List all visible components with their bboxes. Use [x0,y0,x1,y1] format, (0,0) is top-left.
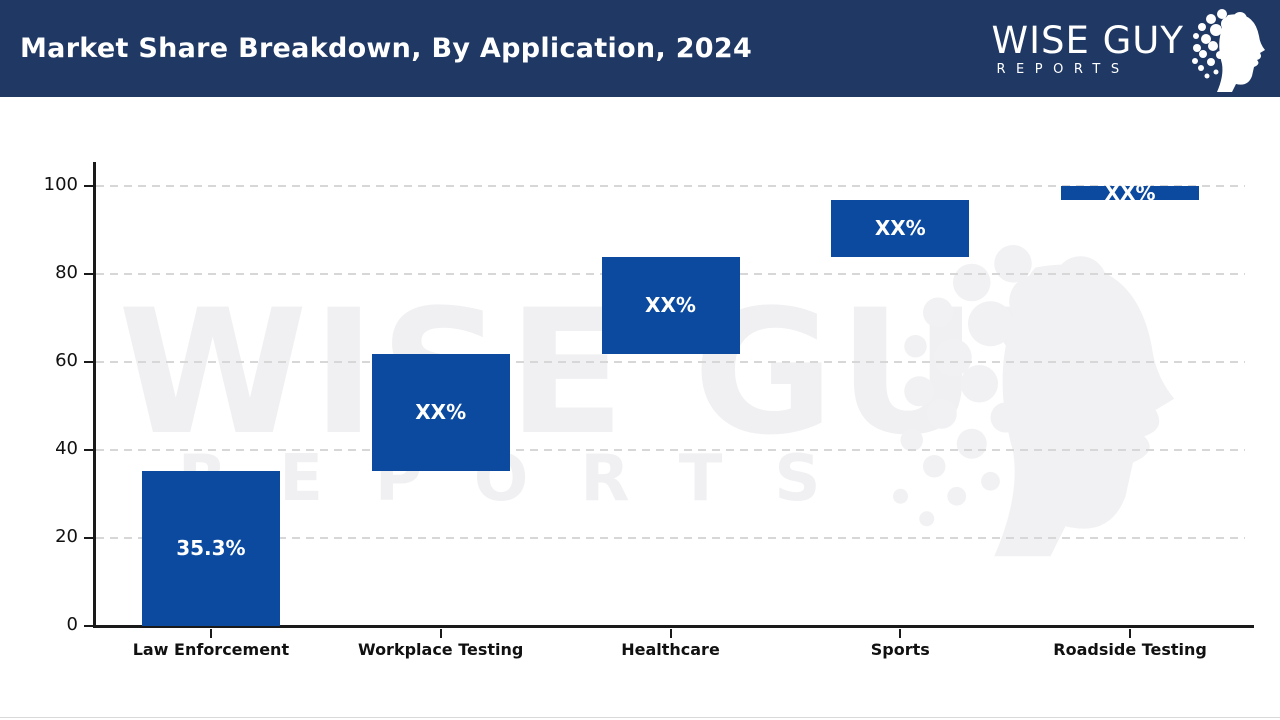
gridline-40 [96,449,1245,451]
y-tick-label-0: 0 [66,614,78,635]
x-label-law-enforcement: Law Enforcement [132,640,290,659]
logo-wordmark: WISE GUY [991,18,1184,62]
bar-healthcare: XX% [601,256,740,355]
header-bar: Market Share Breakdown, By Application, … [0,0,1280,97]
bar-value-label-law-enforcement: 35.3% [176,536,246,561]
logo-text: WISE GUY REPORTS [991,18,1184,77]
bar-value-label-roadside-testing: XX% [1104,181,1156,206]
gridline-20 [96,537,1245,539]
y-tick-80 [84,273,95,275]
bar-value-label-sports: XX% [874,216,926,241]
y-tick-100 [84,185,95,187]
x-tick-sports [899,629,902,638]
x-label-sports: Sports [870,640,930,659]
x-tick-roadside-testing [1129,629,1132,638]
logo-head-icon [1192,9,1265,92]
bar-workplace-testing: XX% [371,354,510,471]
x-tick-healthcare [669,629,672,638]
y-tick-20 [84,537,95,539]
gridline-100 [96,185,1245,187]
bar-value-label-healthcare: XX% [645,293,696,318]
watermark-head-graphic [893,245,1175,557]
x-axis [93,625,1254,628]
y-tick-label-100: 100 [43,174,78,195]
x-tick-workplace-testing [439,629,442,638]
logo-subtitle: REPORTS [996,61,1130,77]
bar-roadside-testing: XX% [1061,181,1200,205]
wise-guy-logo: WISE GUY REPORTS [992,6,1266,92]
chart-area: 0 20 40 60 80 100 Law Enforcement 35.3% Workplac… [0,97,1280,717]
page-title: Market Share Breakdown, By Application, … [20,33,753,64]
y-axis [93,162,96,628]
y-tick-40 [84,449,95,451]
bar-value-label-workplace-testing: XX% [415,400,467,425]
bar-law-enforcement: 35.3% [141,470,280,626]
y-tick-label-40: 40 [55,438,78,459]
x-label-roadside-testing: Roadside Testing [1053,640,1207,659]
y-tick-label-20: 20 [55,526,78,547]
y-tick-0 [84,625,95,627]
y-tick-60 [84,361,95,363]
x-tick-law-enforcement [209,629,212,638]
bar-sports: XX% [831,200,970,257]
gridline-60 [96,361,1245,363]
y-tick-label-60: 60 [55,350,78,371]
y-tick-label-80: 80 [55,262,78,283]
bottom-divider [0,717,1280,718]
x-label-workplace-testing: Workplace Testing [357,640,524,659]
x-label-healthcare: Healthcare [621,640,720,659]
